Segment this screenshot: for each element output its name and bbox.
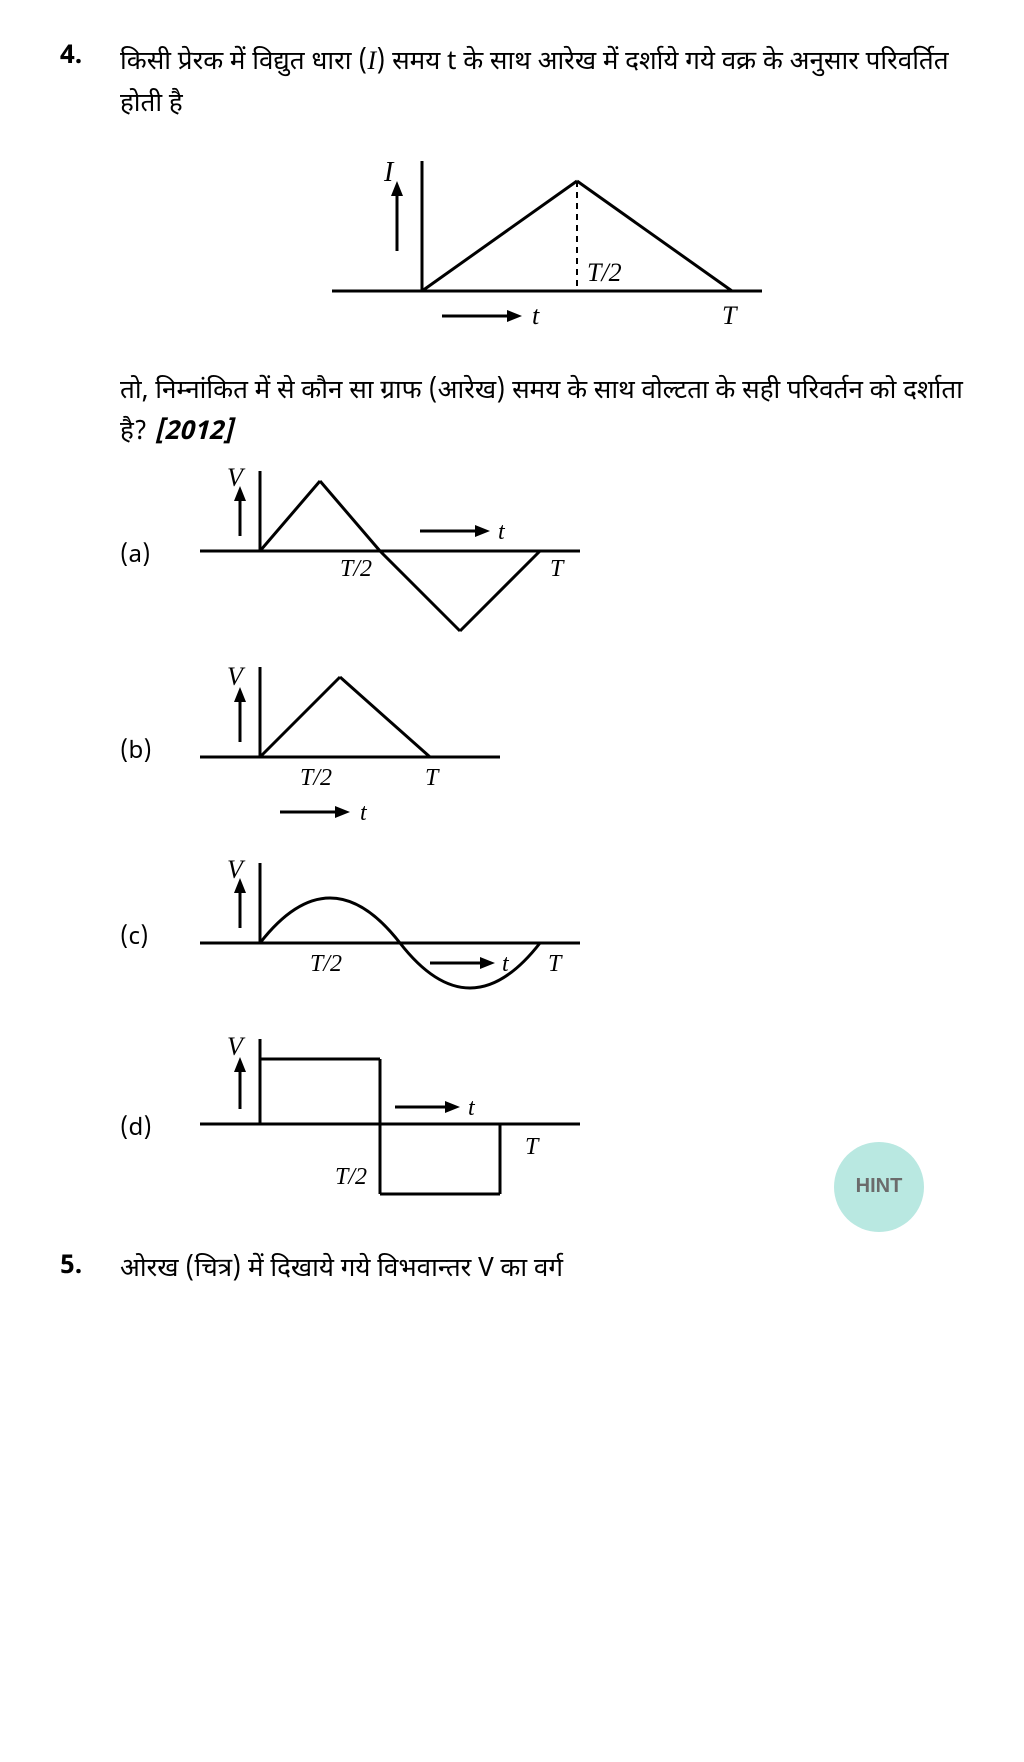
question-4: 4. किसी प्रेरक में विद्युत धारा (I) समय … — [60, 40, 964, 1235]
svg-text:t: t — [498, 519, 506, 545]
svg-text:T/2: T/2 — [300, 765, 332, 791]
svg-text:T/2: T/2 — [340, 556, 372, 582]
option-d-graph: V T/2 T t — [180, 1029, 600, 1229]
svg-text:V: V — [227, 463, 246, 492]
q4-text-mid: तो, निम्नांकित में से कौन सा ग्राफ (आरेख… — [120, 375, 963, 451]
question-number: 4. — [60, 40, 120, 1235]
svg-text:T: T — [425, 765, 440, 791]
option-c-graph: V T/2 T t — [180, 853, 600, 1023]
option-b-graph: V T/2 T t — [180, 657, 540, 847]
svg-text:V: V — [227, 662, 246, 691]
option-c: (c) V T/2 T t — [120, 853, 964, 1023]
q4-text-part1: किसी प्रेरक में विद्युत धारा ( — [120, 46, 367, 80]
option-d-label: (d) — [120, 1110, 180, 1148]
svg-text:t: t — [360, 800, 368, 826]
q4-year: [2012] — [154, 416, 233, 450]
hint-badge[interactable]: HINT — [834, 1142, 924, 1232]
x-label: t — [532, 301, 540, 330]
svg-text:T: T — [548, 951, 563, 977]
question-body: किसी प्रेरक में विद्युत धारा (I) समय t क… — [120, 40, 964, 1235]
question-5-number: 5. — [60, 1250, 120, 1292]
svg-text:T/2: T/2 — [310, 951, 342, 977]
main-graph: I t T/2 T — [120, 141, 964, 357]
svg-text:T: T — [550, 556, 565, 582]
tick-end: T — [722, 301, 738, 330]
question-5: 5. ओरख (चित्र) में दिखाये गये विभवान्तर … — [60, 1250, 964, 1292]
option-b-label: (b) — [120, 733, 180, 771]
option-c-label: (c) — [120, 919, 180, 957]
option-b: (b) V T/2 T t — [120, 657, 964, 847]
option-a-graph: V T/2 T t — [180, 461, 600, 651]
svg-text:V: V — [227, 855, 246, 884]
hint-label: HINT — [856, 1175, 903, 1198]
q4-text-I: I — [367, 46, 376, 75]
svg-text:V: V — [227, 1032, 246, 1061]
option-a: (a) V T/2 T t — [120, 461, 964, 651]
svg-text:T/2: T/2 — [335, 1164, 367, 1190]
svg-text:t: t — [468, 1095, 476, 1121]
tick-mid: T/2 — [587, 258, 622, 287]
svg-text:T: T — [525, 1134, 540, 1160]
y-label: I — [383, 157, 395, 188]
option-a-label: (a) — [120, 537, 180, 575]
question-5-text: ओरख (चित्र) में दिखाये गये विभवान्तर V क… — [120, 1250, 964, 1292]
